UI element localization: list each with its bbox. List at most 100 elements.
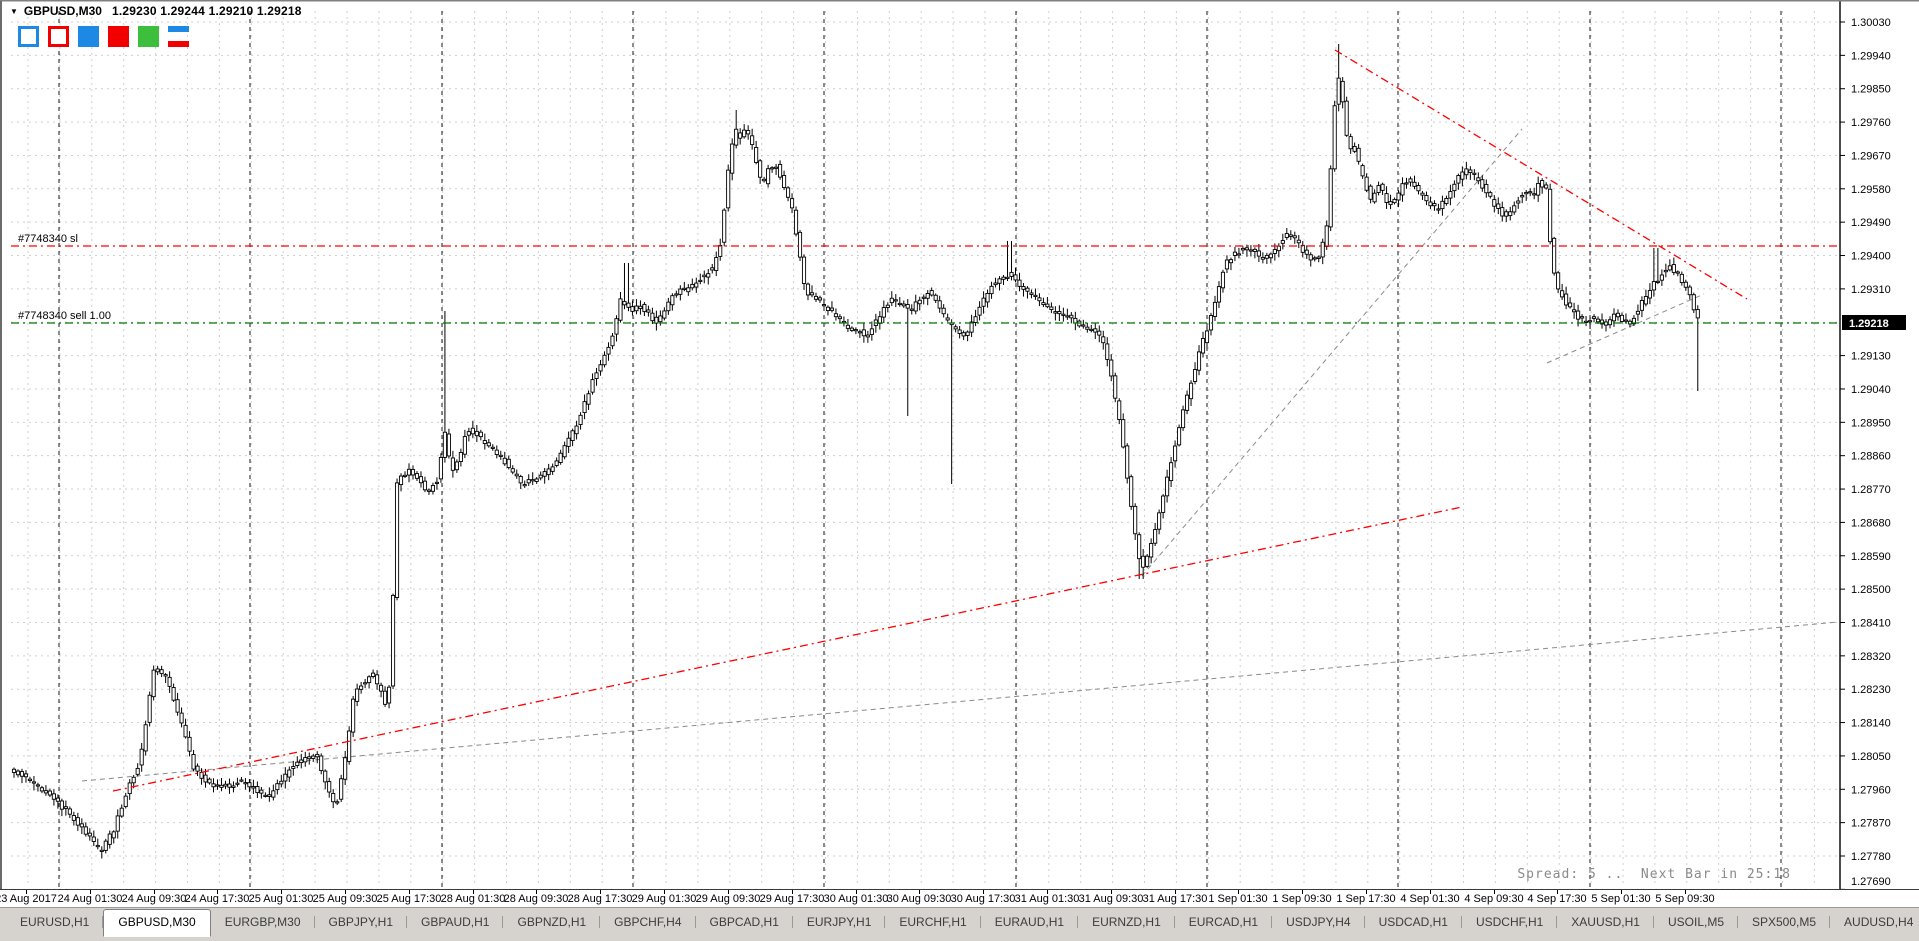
time-label: 30 Aug 09:30 xyxy=(886,893,952,905)
time-tick xyxy=(1430,890,1431,894)
symbol-tab-usdjpy-h4[interactable]: USDJPY,H4 xyxy=(1272,910,1366,934)
trendline-short-gray-support xyxy=(1546,293,1705,364)
symbol-tab-gbpchf-h4[interactable]: GBPCHF,H4 xyxy=(600,910,696,934)
price-tick: 1.28140 xyxy=(1851,718,1891,730)
symbol-tab-audusd-h4[interactable]: AUDUSD,H4 xyxy=(1830,910,1919,934)
time-label: 25 Aug 09:30 xyxy=(312,893,378,905)
order-line-label-sell-position: #7748340 sell 1.00 xyxy=(18,310,111,322)
symbol-tab-eurnzd-h1[interactable]: EURNZD,H1 xyxy=(1078,910,1175,934)
symbol-tab-xauusd-h1[interactable]: XAUUSD,H1 xyxy=(1557,910,1654,934)
bar-bottom xyxy=(168,41,189,47)
time-tick xyxy=(1685,890,1686,894)
price-tick: 1.29400 xyxy=(1851,251,1891,263)
price-tick: 1.28410 xyxy=(1851,617,1891,629)
time-label: 29 Aug 09:30 xyxy=(695,893,761,905)
symbol-tab-usdcad-h1[interactable]: USDCAD,H1 xyxy=(1365,910,1463,934)
current-price-tag xyxy=(1842,315,1906,330)
candles xyxy=(11,44,1700,859)
price-tick: 1.27960 xyxy=(1851,784,1891,796)
price-tick: 1.28770 xyxy=(1851,484,1891,496)
symbol-tab-gbpusd-m30[interactable]: GBPUSD,M30 xyxy=(103,909,211,937)
time-tick xyxy=(409,890,410,894)
current-price-value: 1.29218 xyxy=(1849,318,1889,330)
time-label: 5 Sep 09:30 xyxy=(1655,893,1715,905)
time-tick xyxy=(281,890,282,894)
time-tick xyxy=(217,890,218,894)
symbol-tab-gbpaud-h1[interactable]: GBPAUD,H1 xyxy=(407,910,504,934)
price-tick: 1.27870 xyxy=(1851,818,1891,830)
time-label: 24 Aug 01:30 xyxy=(57,893,123,905)
swatch-green-solid[interactable] xyxy=(138,26,159,47)
time-label: 31 Aug 09:30 xyxy=(1078,893,1144,905)
time-label: 30 Aug 01:30 xyxy=(823,893,889,905)
time-label: 1 Sep 17:30 xyxy=(1336,893,1396,905)
time-tick xyxy=(345,890,346,894)
time-axis[interactable]: 23 Aug 2017 24 Aug 01:30 24 Aug 09:30 24 Au… xyxy=(0,889,1919,907)
swatch-blue-outline[interactable] xyxy=(18,26,39,47)
symbol-label: GBPUSD,M30 xyxy=(23,4,102,18)
price-tick: 1.27690 xyxy=(1851,876,1891,888)
time-tick xyxy=(1557,890,1558,894)
time-label: 29 Aug 17:30 xyxy=(759,893,825,905)
trendline-descending-resistance-red xyxy=(1334,49,1748,300)
chart-area: #7748340 sl #7748340 sell 1.00 1.30030 1.29… xyxy=(0,1,1919,889)
price-tick: 1.29490 xyxy=(1851,217,1891,229)
chart-tab-bar: EURUSD,H1 GBPUSD,M30 EURGBP,M30 GBPJPY,H1 GB… xyxy=(0,907,1919,941)
time-label: 24 Aug 09:30 xyxy=(121,893,187,905)
price-tick: 1.28500 xyxy=(1851,584,1891,596)
time-tick xyxy=(1621,890,1622,894)
price-tick: 1.28860 xyxy=(1851,451,1891,463)
swatch-red-solid[interactable] xyxy=(108,26,129,47)
time-label: 1 Sep 09:30 xyxy=(1272,893,1332,905)
price-tick: 1.29040 xyxy=(1851,384,1891,396)
time-label: 4 Sep 17:30 xyxy=(1527,893,1587,905)
symbol-tab-gbpcad-h1[interactable]: GBPCAD,H1 xyxy=(696,910,794,934)
symbol-tab-eurjpy-h1[interactable]: EURJPY,H1 xyxy=(793,910,886,934)
time-label: 28 Aug 01:30 xyxy=(440,893,506,905)
price-tick: 1.29850 xyxy=(1851,84,1891,96)
time-tick xyxy=(919,890,920,894)
price-tick: 1.28590 xyxy=(1851,551,1891,563)
time-label: 1 Sep 01:30 xyxy=(1208,893,1268,905)
symbol-tab-eurchf-h1[interactable]: EURCHF,H1 xyxy=(885,910,982,934)
symbol-tab-usdchf-h1[interactable]: USDCHF,H1 xyxy=(1462,910,1558,934)
price-chart[interactable]: #7748340 sl #7748340 sell 1.00 1.30030 1.29… xyxy=(2,1,1919,889)
time-tick xyxy=(792,890,793,894)
swatch-bicolor-bars[interactable] xyxy=(168,26,189,47)
time-tick xyxy=(1111,890,1112,894)
time-tick xyxy=(600,890,601,894)
time-label: 23 Aug 2017 xyxy=(0,893,57,905)
trendline-ascending-support-red xyxy=(112,506,1463,792)
symbol-tab-gbpjpy-h1[interactable]: GBPJPY,H1 xyxy=(315,910,408,934)
symbol-tab-eurusd-h1[interactable]: EURUSD,H1 xyxy=(6,910,104,934)
time-label: 4 Sep 01:30 xyxy=(1400,893,1460,905)
trendline-long-shallow-gray xyxy=(81,621,1839,782)
symbol-tab-spx500-m5[interactable]: SPX500,M5 xyxy=(1738,910,1831,934)
price-tick: 1.30030 xyxy=(1851,17,1891,29)
order-line-label-stop-loss: #7748340 sl xyxy=(18,233,78,245)
time-label: 28 Aug 09:30 xyxy=(503,893,569,905)
time-label: 30 Aug 17:30 xyxy=(950,893,1016,905)
time-label: 29 Aug 01:30 xyxy=(631,893,697,905)
time-tick xyxy=(1175,890,1176,894)
time-tick xyxy=(154,890,155,894)
bar-top xyxy=(168,26,189,32)
swatch-blue-solid[interactable] xyxy=(78,26,99,47)
symbol-tab-euraud-h1[interactable]: EURAUD,H1 xyxy=(981,910,1079,934)
time-label: 25 Aug 01:30 xyxy=(248,893,314,905)
ohlc-values: 1.29230 1.29244 1.29210 1.29218 xyxy=(111,4,302,18)
time-label: 5 Sep 01:30 xyxy=(1591,893,1651,905)
time-tick xyxy=(1047,890,1048,894)
symbol-tab-eurcad-h1[interactable]: EURCAD,H1 xyxy=(1175,910,1273,934)
price-tick: 1.29310 xyxy=(1851,284,1891,296)
chart-dropdown-icon[interactable]: ▼ xyxy=(10,6,18,16)
time-tick xyxy=(664,890,665,894)
symbol-tab-eurgbp-m30[interactable]: EURGBP,M30 xyxy=(211,910,315,934)
trendline-steep-gray xyxy=(1141,128,1523,577)
swatch-red-outline[interactable] xyxy=(48,26,69,47)
symbol-tab-gbpnzd-h1[interactable]: GBPNZD,H1 xyxy=(503,910,600,934)
price-tick: 1.29670 xyxy=(1851,150,1891,162)
symbol-ohlc-bar: ▼ GBPUSD,M30 1.29230 1.29244 1.29210 1.2… xyxy=(10,4,302,18)
time-tick xyxy=(1302,890,1303,894)
symbol-tab-usoil-m5[interactable]: USOIL,M5 xyxy=(1654,910,1739,934)
